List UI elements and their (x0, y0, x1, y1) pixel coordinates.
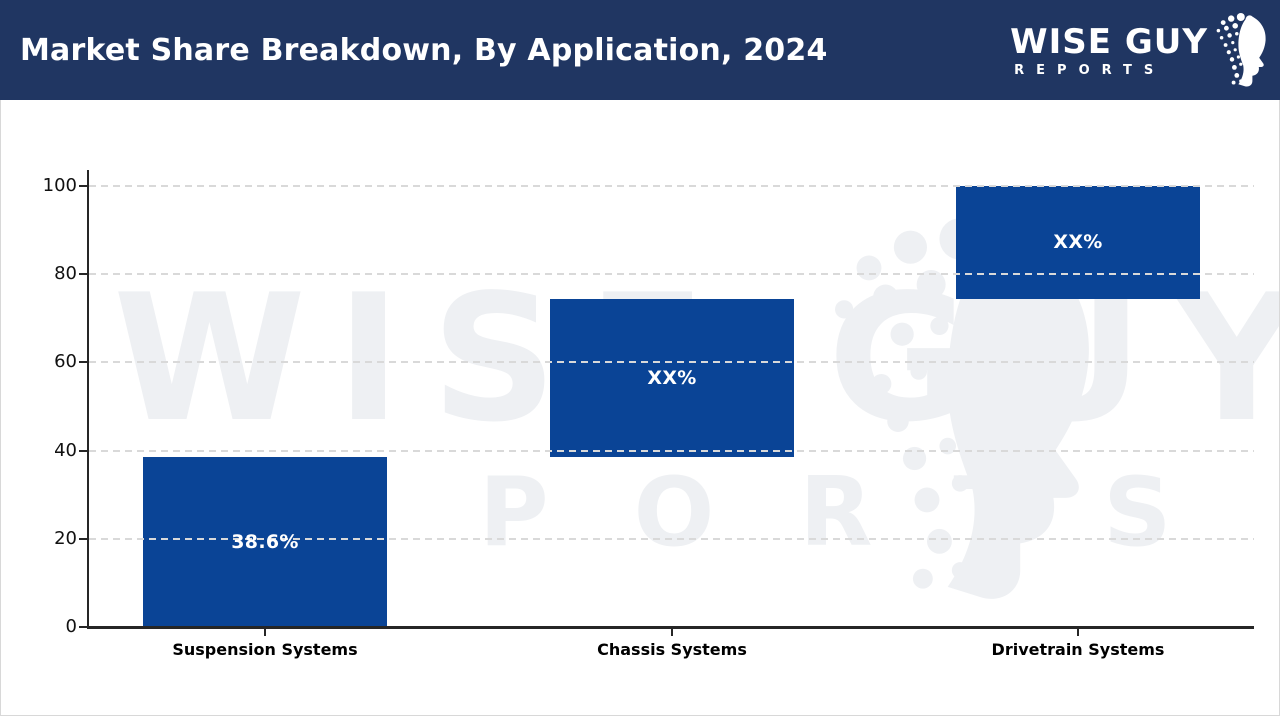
x-tick-suspension-systems (264, 629, 266, 636)
y-tick-20 (79, 537, 87, 540)
y-tick-80 (79, 273, 87, 276)
header-bar: Market Share Breakdown, By Application, … (0, 0, 1280, 100)
bar-value-label-chassis-systems: XX% (647, 366, 697, 389)
bar-drivetrain-systems (956, 186, 1200, 299)
bar-value-label-suspension-systems: 38.6% (231, 530, 299, 553)
logo-reports-label: REPORTS (1014, 62, 1166, 78)
category-label-drivetrain-systems: Drivetrain Systems (991, 640, 1165, 659)
y-axis-line (87, 170, 89, 629)
chart-card: WISE GUY REPORTS 020406080100Suspension … (0, 100, 1280, 716)
bar-suspension-systems (143, 456, 387, 627)
category-label-chassis-systems: Chassis Systems (597, 640, 747, 659)
bar-value-label-drivetrain-systems: XX% (1053, 231, 1103, 254)
y-tick-0 (79, 626, 87, 628)
x-tick-drivetrain-systems (1077, 629, 1079, 636)
logo-wiseguy-label: WISE GUY (1010, 21, 1208, 62)
y-tick-40 (79, 449, 87, 452)
y-tick-label-60: 60 (54, 351, 77, 373)
y-tick-label-40: 40 (54, 439, 77, 461)
x-tick-chassis-systems (671, 629, 673, 636)
bar-chassis-systems (550, 298, 794, 457)
page-title: Market Share Breakdown, By Application, … (20, 32, 828, 68)
wiseguy-logo-text: WISE GUY REPORTS (1010, 25, 1208, 78)
y-tick-100 (79, 185, 87, 187)
chart-plot-area: 0 20 40 60 80 100 Suspension Systems Chassis Sy… (1, 100, 1279, 715)
y-tick-label-100: 100 (42, 175, 77, 196)
gridline-100 (89, 185, 1254, 187)
category-label-suspension-systems: Suspension Systems (172, 640, 358, 659)
y-tick-label-80: 80 (54, 263, 77, 285)
gridline-40 (89, 449, 1254, 452)
y-tick-60 (79, 361, 87, 364)
x-axis-line (87, 626, 1254, 629)
wiseguy-face-icon (1216, 13, 1266, 87)
y-tick-label-0: 0 (65, 616, 77, 637)
gridline-60 (89, 361, 1254, 364)
wiseguy-logo: WISE GUY REPORTS (1010, 8, 1268, 94)
gridline-20 (89, 537, 1254, 540)
gridline-80 (89, 273, 1254, 276)
y-tick-label-20: 20 (54, 527, 77, 549)
